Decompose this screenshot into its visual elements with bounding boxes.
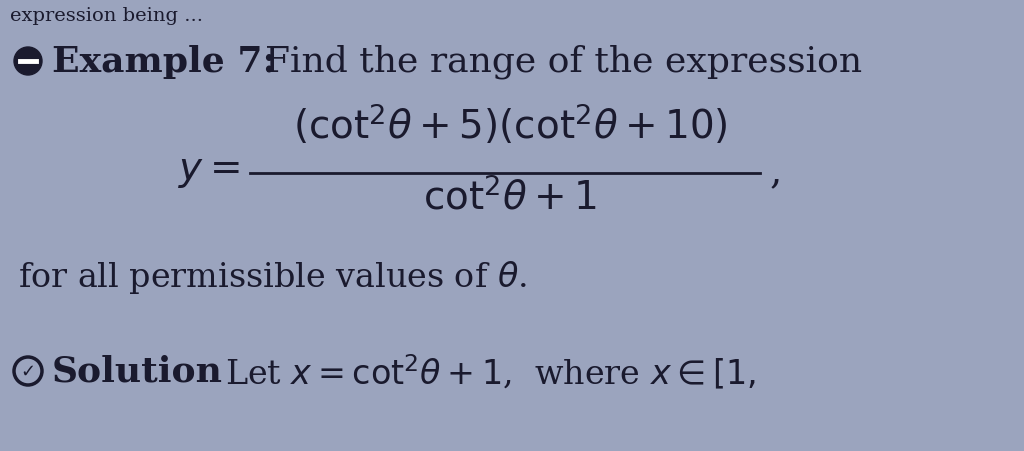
Text: $y =$: $y =$ — [178, 153, 240, 190]
Text: $(\cot^{2}\!\theta + 5)(\cot^{2}\!\theta + 10)$: $(\cot^{2}\!\theta + 5)(\cot^{2}\!\theta… — [293, 102, 727, 147]
Text: expression being ...: expression being ... — [10, 7, 203, 25]
Circle shape — [14, 48, 42, 76]
Text: ✓: ✓ — [20, 362, 36, 380]
Text: Example 7:: Example 7: — [52, 45, 275, 79]
Text: for all permissible values of $\theta$.: for all permissible values of $\theta$. — [18, 258, 527, 295]
Text: Solution: Solution — [52, 354, 223, 388]
Text: $\cot^{2}\!\theta + 1$: $\cot^{2}\!\theta + 1$ — [423, 178, 597, 217]
Text: Let $x = \cot^{2}\!\theta + 1$,  where $x \in [1,$: Let $x = \cot^{2}\!\theta + 1$, where $x… — [225, 352, 756, 391]
Text: Find the range of the expression: Find the range of the expression — [265, 45, 862, 79]
Text: ,: , — [770, 153, 782, 190]
